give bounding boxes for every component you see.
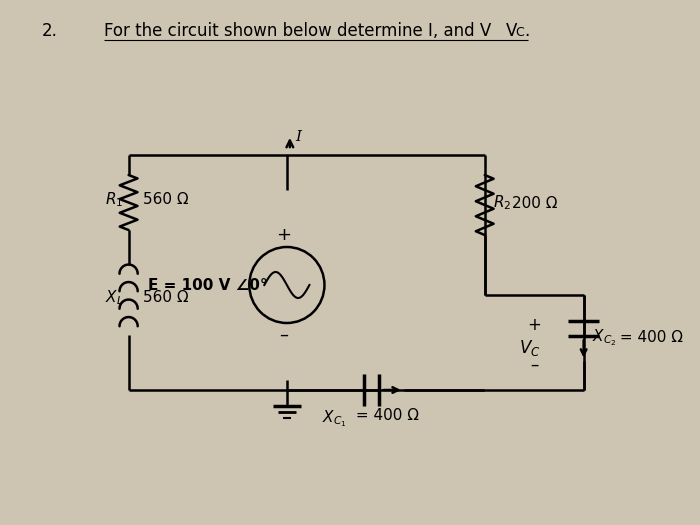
Text: 560 Ω: 560 Ω: [144, 290, 189, 306]
Text: +: +: [527, 316, 541, 333]
Text: $X_{C_2}$: $X_{C_2}$: [592, 327, 616, 348]
Text: –: –: [530, 355, 538, 373]
Text: = 400 Ω: = 400 Ω: [351, 408, 419, 423]
Text: 200 Ω: 200 Ω: [512, 195, 558, 211]
Text: C: C: [515, 26, 524, 39]
Text: –: –: [279, 326, 288, 344]
Text: +: +: [276, 226, 291, 244]
Text: $X_L$: $X_L$: [105, 289, 124, 307]
Text: = 400 Ω: = 400 Ω: [615, 330, 683, 345]
Text: $R_1$: $R_1$: [105, 191, 124, 209]
Text: V: V: [505, 22, 517, 40]
Text: $V_C$: $V_C$: [519, 338, 540, 358]
Text: For the circuit shown below determine I, and V: For the circuit shown below determine I,…: [104, 22, 491, 40]
Text: 560 Ω: 560 Ω: [144, 193, 189, 207]
Text: E = 100 V ∠0°: E = 100 V ∠0°: [148, 278, 268, 292]
Text: 2.: 2.: [41, 22, 57, 40]
Text: I: I: [295, 130, 301, 144]
Text: .: .: [524, 22, 529, 40]
Text: $R_2$: $R_2$: [493, 194, 511, 212]
Text: $X_{C_1}$: $X_{C_1}$: [321, 408, 346, 428]
